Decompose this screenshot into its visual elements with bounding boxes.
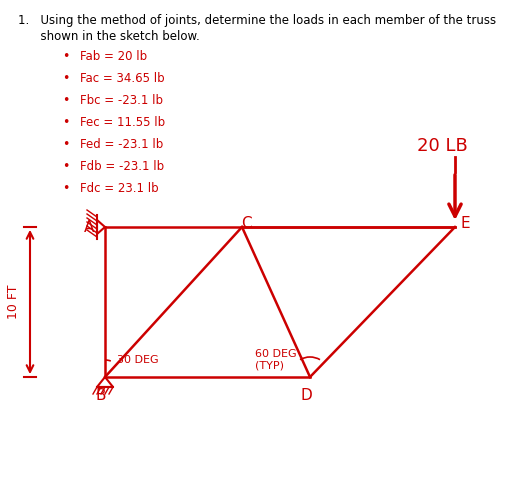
Text: 20 LB: 20 LB <box>416 137 467 155</box>
Text: A: A <box>84 219 94 235</box>
Text: E: E <box>459 215 469 230</box>
Text: 60 DEG
(TYP): 60 DEG (TYP) <box>255 349 296 371</box>
Text: •: • <box>62 116 69 129</box>
Text: •: • <box>62 94 69 107</box>
Text: Fdc = 23.1 lb: Fdc = 23.1 lb <box>80 182 158 195</box>
Text: 1.   Using the method of joints, determine the loads in each member of the truss: 1. Using the method of joints, determine… <box>18 14 495 27</box>
Text: Fec = 11.55 lb: Fec = 11.55 lb <box>80 116 165 129</box>
Text: D: D <box>299 388 311 402</box>
Text: •: • <box>62 160 69 173</box>
Text: •: • <box>62 182 69 195</box>
Text: B: B <box>95 388 106 402</box>
Text: Fab = 20 lb: Fab = 20 lb <box>80 50 147 63</box>
Text: C: C <box>240 215 251 230</box>
Text: Fbc = -23.1 lb: Fbc = -23.1 lb <box>80 94 163 107</box>
Text: •: • <box>62 72 69 85</box>
Text: shown in the sketch below.: shown in the sketch below. <box>18 30 199 43</box>
Text: •: • <box>62 138 69 151</box>
Text: 30 DEG: 30 DEG <box>117 355 158 365</box>
Text: 10 FT: 10 FT <box>7 285 20 319</box>
Text: Fed = -23.1 lb: Fed = -23.1 lb <box>80 138 163 151</box>
Text: Fdb = -23.1 lb: Fdb = -23.1 lb <box>80 160 164 173</box>
Text: Fac = 34.65 lb: Fac = 34.65 lb <box>80 72 164 85</box>
Text: •: • <box>62 50 69 63</box>
